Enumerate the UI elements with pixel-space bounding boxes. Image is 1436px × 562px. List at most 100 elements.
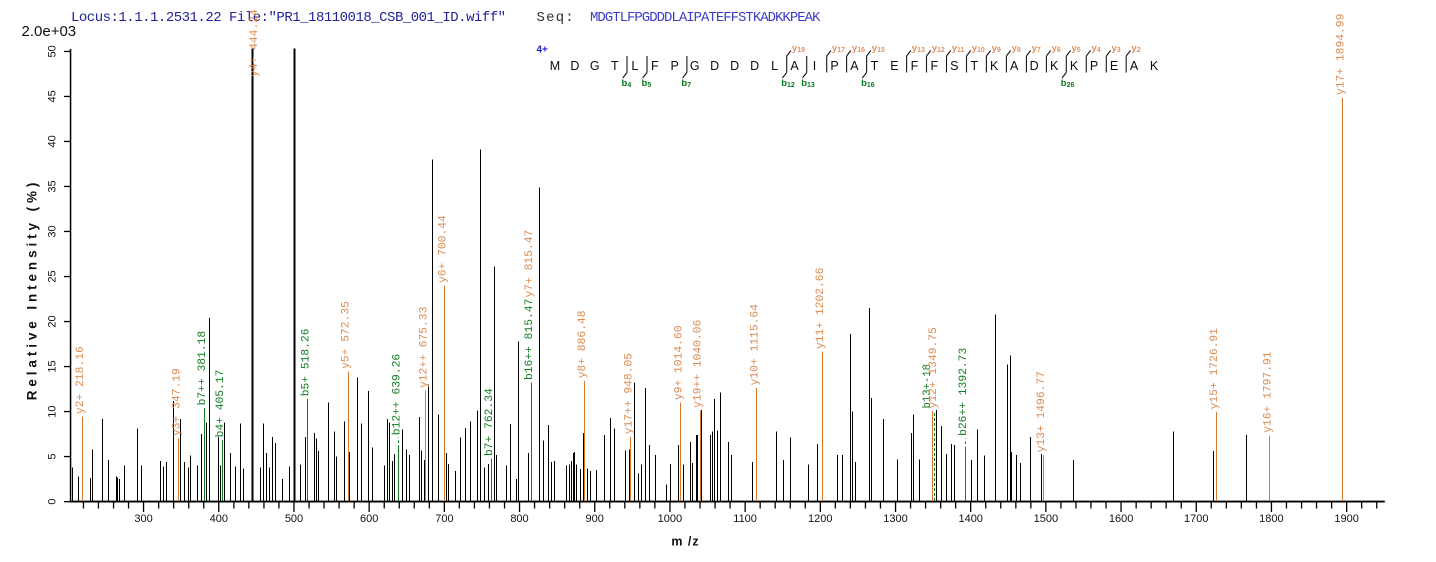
svg-text:D: D <box>1030 59 1039 73</box>
svg-text:y12++ 675.33: y12++ 675.33 <box>418 306 430 388</box>
svg-text:1900: 1900 <box>1334 513 1358 525</box>
svg-text:b26: b26 <box>1061 78 1075 89</box>
svg-text:y12+ 1349.75: y12+ 1349.75 <box>928 327 940 409</box>
svg-text:b7++ 381.18: b7++ 381.18 <box>197 331 209 406</box>
svg-text:b12++ 639.26: b12++ 639.26 <box>391 354 403 436</box>
svg-text:b13: b13 <box>801 78 815 89</box>
svg-text:800: 800 <box>510 513 528 525</box>
svg-text:1100: 1100 <box>733 513 757 525</box>
svg-text:45: 45 <box>47 90 59 102</box>
svg-text:50: 50 <box>47 45 59 57</box>
svg-text:y13: y13 <box>912 43 925 54</box>
svg-text:y17: y17 <box>832 43 845 54</box>
svg-text:G: G <box>590 59 600 73</box>
svg-text:40: 40 <box>47 135 59 147</box>
svg-text:b7: b7 <box>681 78 691 89</box>
svg-text:4+: 4+ <box>537 45 549 56</box>
svg-text:y8: y8 <box>1012 43 1021 54</box>
svg-text:y9+ 1014.60: y9+ 1014.60 <box>674 325 686 400</box>
svg-text:A: A <box>850 59 859 73</box>
svg-text:y5: y5 <box>1072 43 1081 54</box>
svg-text:S: S <box>950 59 958 73</box>
svg-text:Seq:: Seq: <box>537 10 575 26</box>
svg-text:y3: y3 <box>1112 43 1121 54</box>
svg-text:35: 35 <box>47 180 59 192</box>
svg-text:K: K <box>1050 59 1059 73</box>
svg-text:y9: y9 <box>992 43 1001 54</box>
svg-text:10: 10 <box>47 405 59 417</box>
svg-text:1700: 1700 <box>1184 513 1208 525</box>
svg-text:L: L <box>631 59 638 73</box>
svg-text:D: D <box>710 59 719 73</box>
svg-text:A: A <box>1130 59 1139 73</box>
svg-text:y19: y19 <box>792 43 805 54</box>
svg-text:T: T <box>970 59 978 73</box>
svg-text:y11+ 1202.66: y11+ 1202.66 <box>815 267 827 349</box>
svg-text:2.0e+03: 2.0e+03 <box>22 23 77 40</box>
svg-text:L: L <box>771 59 778 73</box>
svg-text:1400: 1400 <box>958 513 982 525</box>
svg-text:P: P <box>1090 59 1098 73</box>
svg-text:y6+ 700.44: y6+ 700.44 <box>437 215 449 283</box>
svg-text:P: P <box>830 59 838 73</box>
svg-text:D: D <box>750 59 759 73</box>
svg-text:600: 600 <box>360 513 378 525</box>
svg-text:y10: y10 <box>972 43 985 54</box>
svg-text:y19++ 1040.06: y19++ 1040.06 <box>693 320 705 408</box>
svg-text:y4+ 444.24: y4+ 444.24 <box>249 9 261 77</box>
svg-text:b4+ 405.17: b4+ 405.17 <box>215 370 227 438</box>
svg-text:300: 300 <box>134 513 152 525</box>
svg-text:y3+ 347.19: y3+ 347.19 <box>171 368 183 436</box>
svg-text:y16+ 1797.91: y16+ 1797.91 <box>1263 351 1275 433</box>
svg-text:b7+ 762.34: b7+ 762.34 <box>484 388 496 456</box>
svg-text:500: 500 <box>285 513 303 525</box>
svg-text:1300: 1300 <box>883 513 907 525</box>
svg-text:400: 400 <box>210 513 228 525</box>
svg-text:A: A <box>790 59 799 73</box>
svg-text:y7+ 815.47: y7+ 815.47 <box>524 230 536 298</box>
svg-text:b16: b16 <box>861 78 875 89</box>
svg-text:b12: b12 <box>781 78 795 89</box>
svg-text:K: K <box>990 59 999 73</box>
svg-text:b16++ 815.47: b16++ 815.47 <box>524 299 536 380</box>
svg-text:y7: y7 <box>1032 43 1041 54</box>
svg-text:Locus:1.1.1.2531.22 File:"PR1_: Locus:1.1.1.2531.22 File:"PR1_18110018_C… <box>71 10 506 26</box>
svg-text:K: K <box>1150 59 1159 73</box>
svg-text:Relative Intensity (%): Relative Intensity (%) <box>25 179 40 401</box>
svg-text:m /z: m /z <box>671 535 699 549</box>
svg-text:M: M <box>550 59 560 73</box>
svg-text:F: F <box>911 59 919 73</box>
svg-text:y2: y2 <box>1131 43 1140 54</box>
svg-text:900: 900 <box>586 513 604 525</box>
svg-text:MDGTLFPGDDDLAIPATEFFSTKADKKPEA: MDGTLFPGDDDLAIPATEFFSTKADKKPEAK <box>590 10 821 26</box>
svg-text:G: G <box>690 59 700 73</box>
svg-text:b5: b5 <box>642 78 652 89</box>
svg-text:1800: 1800 <box>1259 513 1283 525</box>
svg-text:T: T <box>871 59 879 73</box>
svg-text:0: 0 <box>47 499 59 505</box>
svg-text:F: F <box>651 59 659 73</box>
svg-text:15: 15 <box>47 360 59 372</box>
svg-text:y4: y4 <box>1092 43 1101 54</box>
svg-text:25: 25 <box>47 270 59 282</box>
svg-text:y15: y15 <box>872 43 885 54</box>
svg-text:K: K <box>1070 59 1079 73</box>
svg-text:y16: y16 <box>852 43 865 54</box>
svg-text:y2+ 218.16: y2+ 218.16 <box>75 346 87 414</box>
svg-text:y6: y6 <box>1052 43 1061 54</box>
svg-text:T: T <box>611 59 619 73</box>
svg-text:y17+ 1894.99: y17+ 1894.99 <box>1336 14 1348 95</box>
svg-text:E: E <box>1110 59 1118 73</box>
svg-text:1600: 1600 <box>1109 513 1133 525</box>
svg-text:F: F <box>930 59 938 73</box>
svg-text:1500: 1500 <box>1034 513 1058 525</box>
svg-text:y15+ 1726.91: y15+ 1726.91 <box>1209 328 1221 410</box>
svg-text:1200: 1200 <box>808 513 832 525</box>
svg-text:I: I <box>813 59 816 73</box>
svg-text:y13+ 1496.77: y13+ 1496.77 <box>1036 371 1048 452</box>
svg-text:y11: y11 <box>952 43 965 54</box>
svg-text:b26++ 1392.73: b26++ 1392.73 <box>958 348 970 436</box>
svg-text:b5+ 518.26: b5+ 518.26 <box>300 328 312 396</box>
svg-text:b4: b4 <box>622 78 632 89</box>
svg-text:y12: y12 <box>932 43 945 54</box>
